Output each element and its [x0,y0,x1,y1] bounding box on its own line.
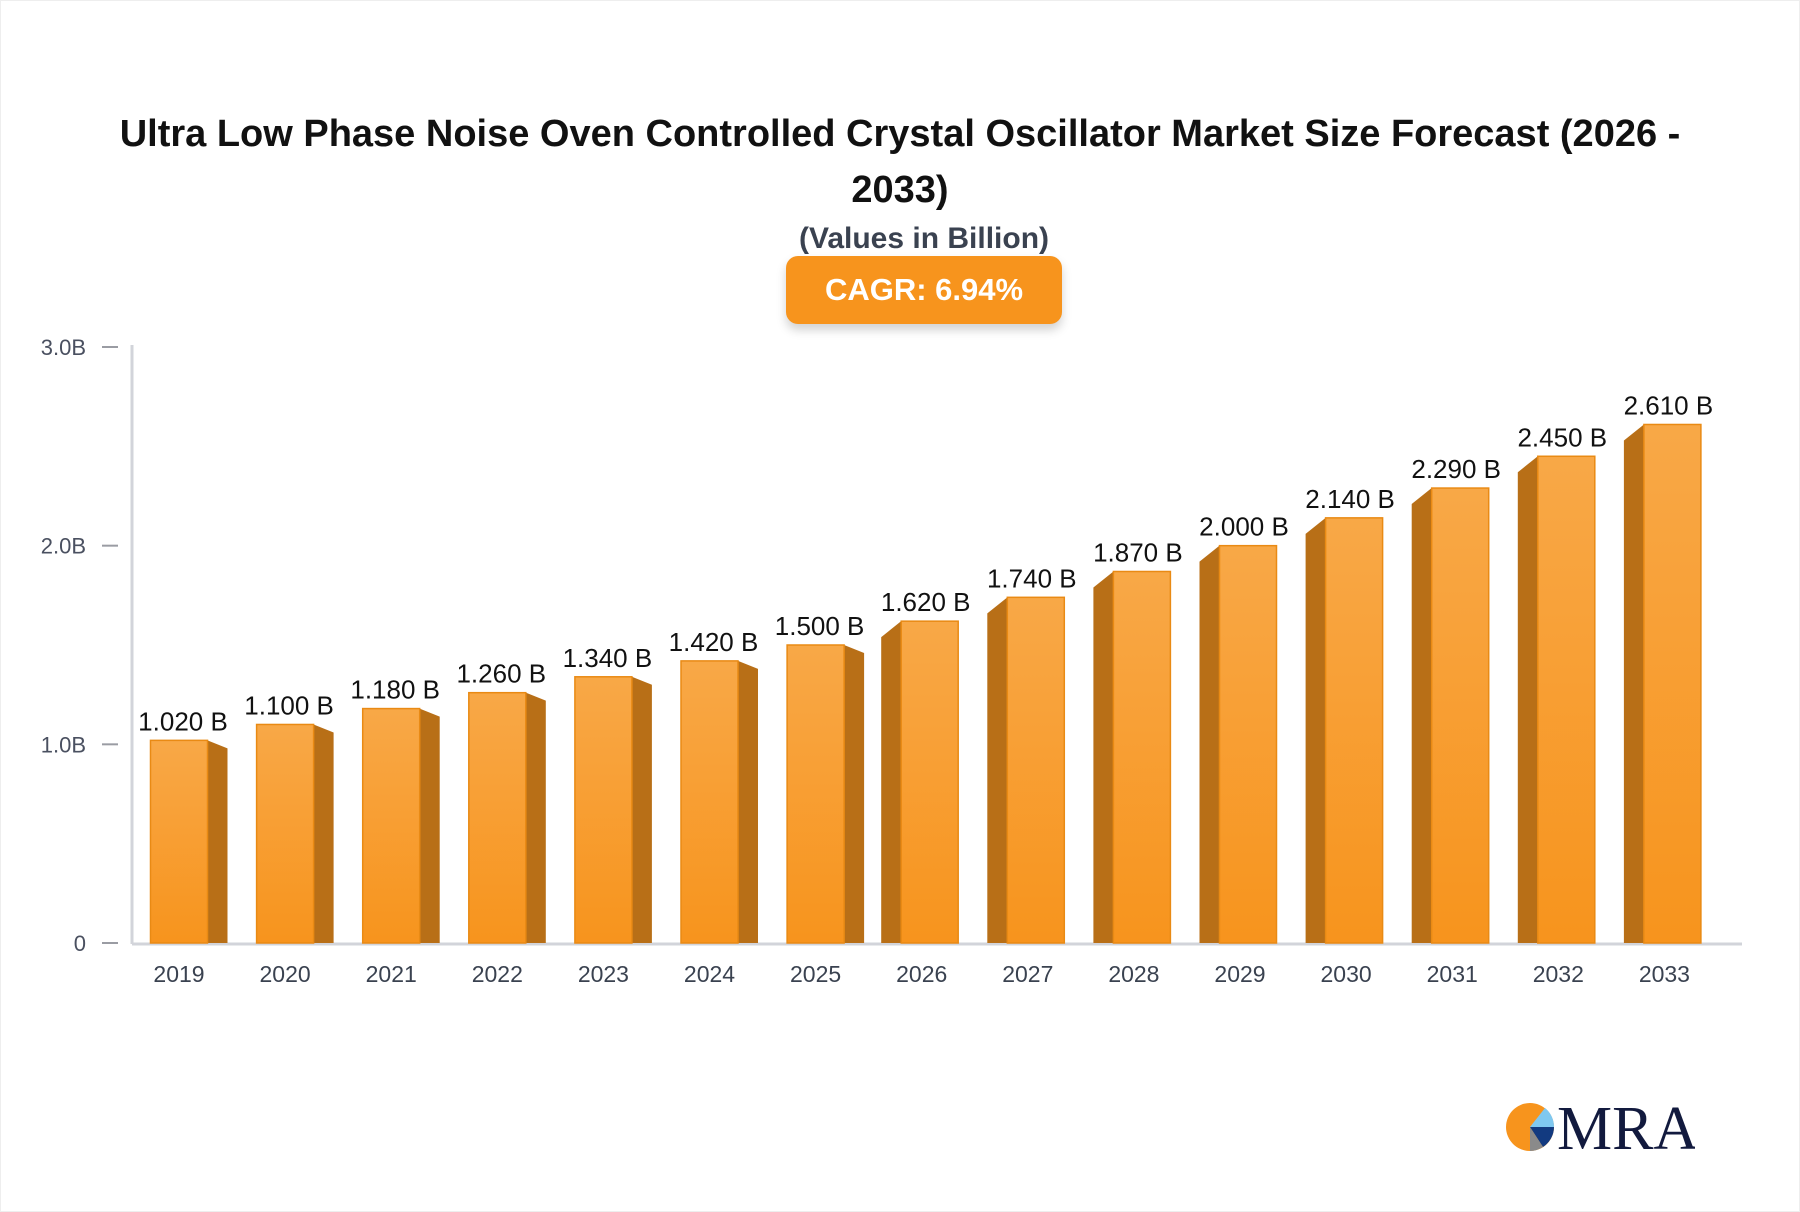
bar-2025 [786,644,865,944]
x-tick-label: 2024 [684,961,735,987]
data-label: 1.020 B [138,706,228,736]
bar-side [1093,571,1114,943]
x-tick-label: 2033 [1639,961,1690,987]
bar-side [1411,488,1432,943]
data-label: 1.340 B [563,643,653,673]
bar-2029 [1199,544,1278,944]
bar-2032 [1517,455,1596,944]
data-label: 1.260 B [456,659,546,689]
bar-2023 [574,676,652,944]
bar-2021 [361,707,440,944]
bar [149,739,209,944]
bar-side [1623,424,1644,944]
cagr-badge: CAGR: 6.94% [786,256,1062,324]
bar-side [1305,517,1326,943]
x-tick-label: 2019 [153,961,204,987]
data-label: 1.870 B [1093,537,1183,567]
bar [574,676,633,944]
bar-2031 [1411,487,1490,944]
x-tick-label: 2022 [472,961,523,987]
bar [900,620,959,944]
data-label: 2.450 B [1517,422,1607,452]
bar-side [1517,456,1538,943]
bar [1643,423,1702,944]
data-label: 2.140 B [1305,484,1395,514]
bar-2033 [1623,423,1702,944]
bar [1537,455,1596,944]
bar-side [631,676,652,943]
bar-2027 [987,596,1066,944]
bar [1430,487,1490,944]
bar-2020 [255,723,334,944]
x-tick-label: 2026 [896,961,947,987]
bar-2030 [1305,517,1384,944]
x-tick-label: 2030 [1321,961,1372,987]
x-tick-label: 2031 [1427,961,1478,987]
bar-side [419,708,440,943]
bar [680,660,739,944]
data-label: 1.620 B [881,587,971,617]
bar-side [844,645,865,943]
bar-2026 [881,620,959,944]
mra-logo: MRA [1505,1095,1695,1155]
x-tick-label: 2032 [1533,961,1584,987]
data-label: 1.740 B [987,563,1077,593]
data-label: 2.000 B [1199,512,1289,542]
bar [255,723,315,944]
data-label: 1.180 B [350,675,440,705]
bar [361,707,421,944]
x-tick-label: 2021 [366,961,417,987]
data-label: 2.290 B [1411,454,1501,484]
bar [786,644,845,944]
x-tick-label: 2020 [260,961,311,987]
chart-title: Ultra Low Phase Noise Oven Controlled Cr… [119,113,1681,211]
bar-side [1199,545,1220,943]
bar-2022 [468,691,546,944]
data-label: 2.610 B [1624,390,1714,420]
bar [1112,570,1172,944]
bar-side [738,660,758,943]
data-label: 1.420 B [669,627,759,657]
y-tick-label: 0 [74,931,86,956]
bar-2019 [149,739,228,944]
x-tick-label: 2029 [1214,961,1265,987]
x-tick-label: 2023 [578,961,629,987]
chart-subtitle: (Values in Billion) [798,222,1050,255]
y-tick-label: 3.0B [41,335,86,360]
x-tick-label: 2025 [790,961,841,987]
bar-2024 [680,660,758,944]
data-label: 1.100 B [244,690,334,720]
bar-side [313,724,334,943]
svg-text:MRA: MRA [1557,1095,1695,1155]
y-tick-label: 2.0B [41,534,86,559]
bar-side [881,621,902,943]
bar [468,691,527,944]
x-tick-label: 2028 [1108,961,1159,987]
bar-2028 [1093,570,1172,944]
bar-side [207,740,228,943]
bar [1324,517,1384,944]
bar-side [525,692,546,943]
bar-side [987,597,1008,943]
bar [1218,544,1278,944]
x-tick-label: 2027 [1002,961,1053,987]
bar [1006,596,1066,944]
data-label: 1.500 B [775,611,865,641]
y-tick-label: 1.0B [41,732,86,757]
